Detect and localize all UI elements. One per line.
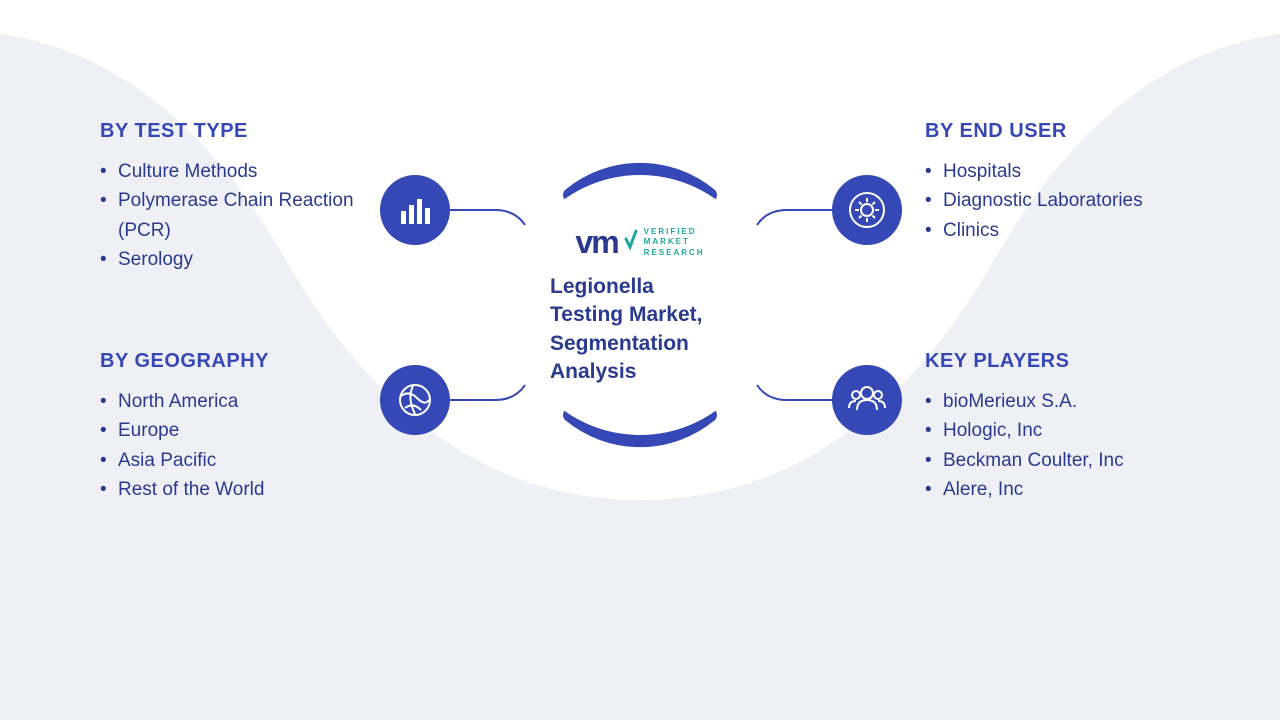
list-item: Asia Pacific — [100, 446, 380, 475]
segment-heading: BY GEOGRAPHY — [100, 350, 380, 373]
center-circle: vm VERIFIED MARKET RESEARCH Legionella T… — [510, 175, 770, 435]
logo-text: VERIFIED MARKET RESEARCH — [644, 227, 705, 258]
segment-geography: BY GEOGRAPHY North America Europe Asia P… — [100, 350, 380, 505]
list-item: Rest of the World — [100, 475, 380, 504]
list-item: Culture Methods — [100, 157, 380, 186]
list-item: Hologic, Inc — [925, 416, 1205, 445]
list-item: Diagnostic Laboratories — [925, 186, 1205, 215]
segment-heading: BY END USER — [925, 120, 1205, 143]
bar-chart-icon — [380, 175, 450, 245]
segment-list: Culture Methods Polymerase Chain Reactio… — [100, 157, 380, 275]
list-item: Beckman Coulter, Inc — [925, 446, 1205, 475]
center-diagram: vm VERIFIED MARKET RESEARCH Legionella T… — [490, 155, 790, 455]
globe-icon — [380, 365, 450, 435]
list-item: North America — [100, 387, 380, 416]
people-icon — [832, 365, 902, 435]
segment-heading: BY TEST TYPE — [100, 120, 380, 143]
segment-list: Hospitals Diagnostic Laboratories Clinic… — [925, 157, 1205, 245]
list-item: Serology — [100, 245, 380, 274]
list-item: Clinics — [925, 216, 1205, 245]
connector-tl — [440, 190, 530, 230]
list-item: Europe — [100, 416, 380, 445]
logo-mark: vm — [575, 224, 617, 261]
list-item: bioMerieux S.A. — [925, 387, 1205, 416]
segment-list: bioMerieux S.A. Hologic, Inc Beckman Cou… — [925, 387, 1205, 505]
list-item: Hospitals — [925, 157, 1205, 186]
connector-br — [752, 380, 842, 420]
segment-key-players: KEY PLAYERS bioMerieux S.A. Hologic, Inc… — [925, 350, 1205, 505]
connector-bl — [440, 380, 530, 420]
segment-list: North America Europe Asia Pacific Rest o… — [100, 387, 380, 505]
segment-end-user: BY END USER Hospitals Diagnostic Laborat… — [925, 120, 1205, 245]
center-title: Legionella Testing Market, Segmentation … — [550, 273, 730, 386]
list-item: Alere, Inc — [925, 475, 1205, 504]
logo: vm VERIFIED MARKET RESEARCH — [575, 224, 704, 261]
gear-icon — [832, 175, 902, 245]
segment-test-type: BY TEST TYPE Culture Methods Polymerase … — [100, 120, 380, 275]
logo-checkmark-icon — [624, 227, 638, 257]
segment-heading: KEY PLAYERS — [925, 350, 1205, 373]
list-item: Polymerase Chain Reaction (PCR) — [100, 186, 380, 245]
connector-tr — [752, 190, 842, 230]
